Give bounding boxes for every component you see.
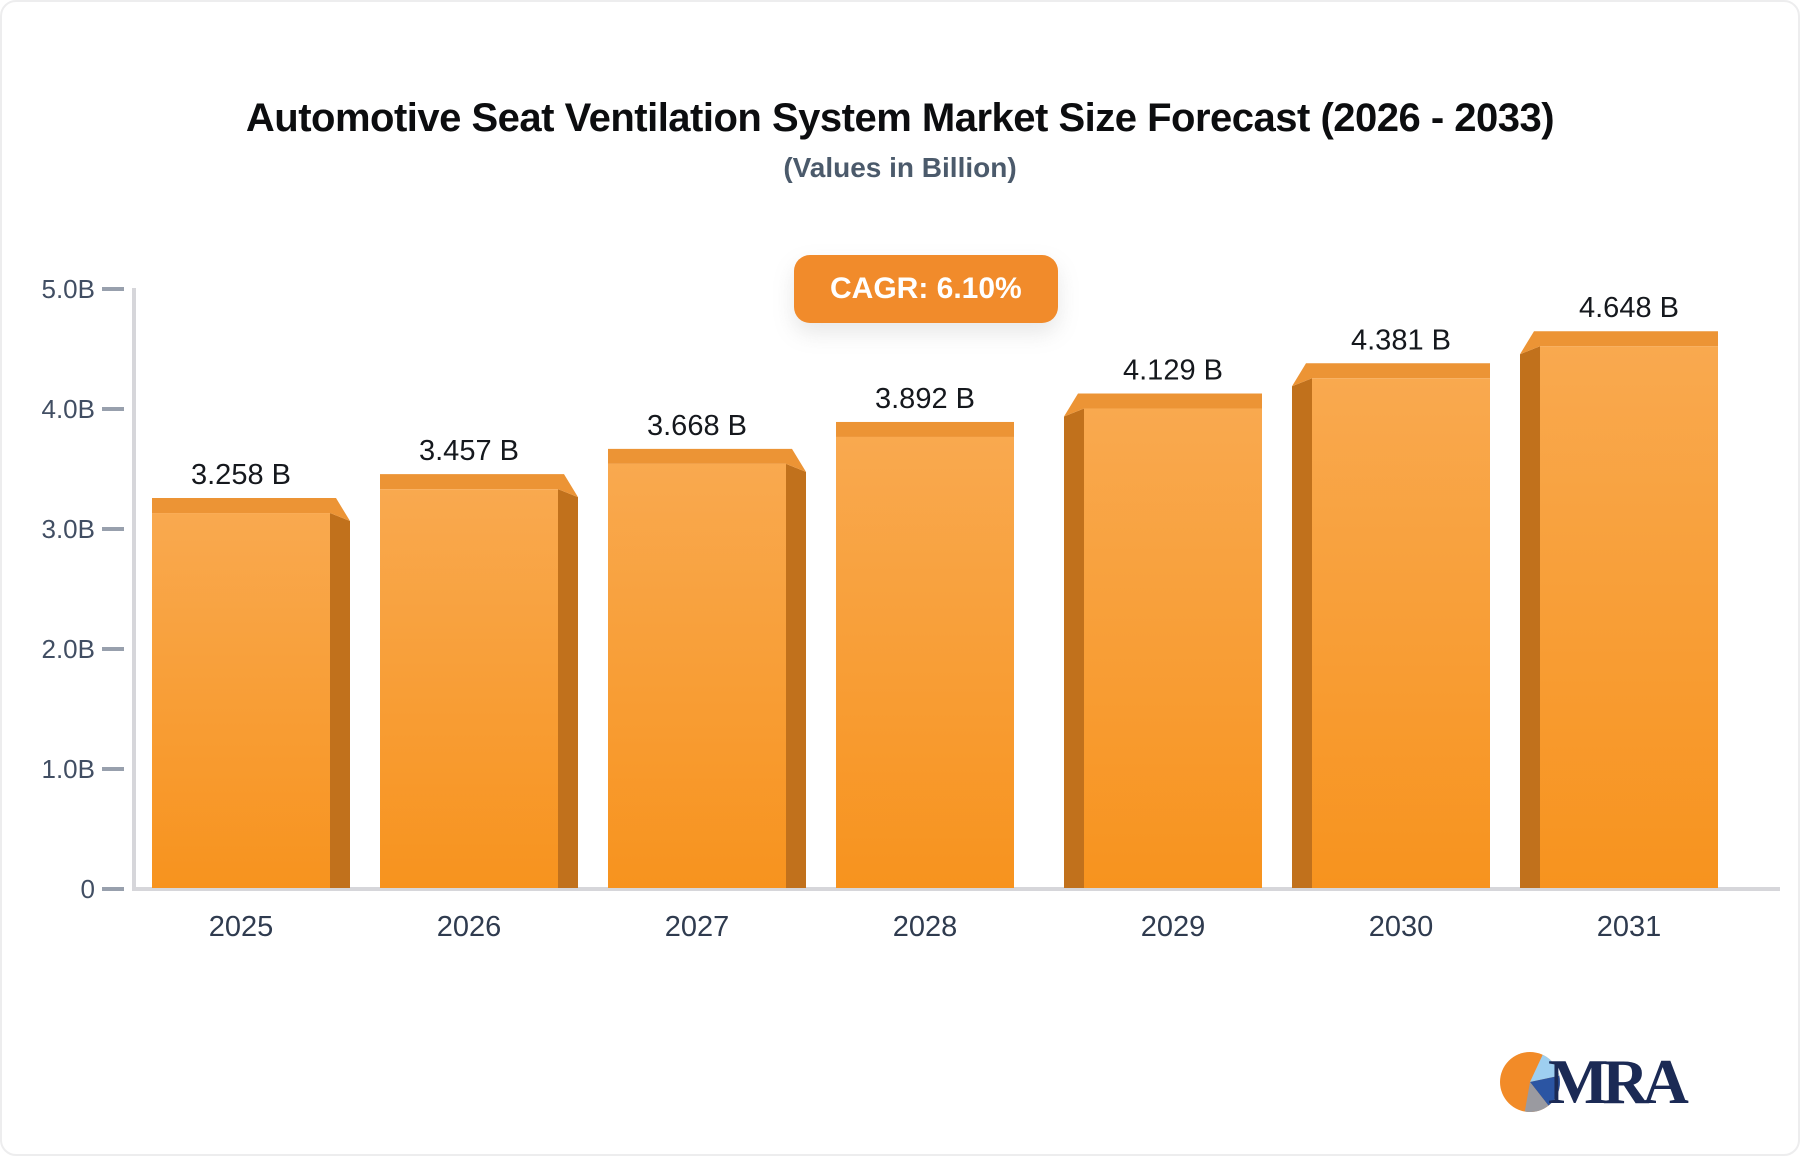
x-axis-label-2029: 2029 xyxy=(1141,911,1206,943)
bar-value-label-2029: 4.129 B xyxy=(1123,355,1223,387)
bar-2028 xyxy=(836,436,1014,888)
y-tick-2.0B xyxy=(102,647,124,651)
y-tick-label-3.0B: 3.0B xyxy=(42,514,96,544)
brand-logo: MRA xyxy=(1500,1044,1689,1120)
bar-2030 xyxy=(1312,378,1490,888)
y-tick-label-4.0B: 4.0B xyxy=(42,394,96,424)
bar-side-2029 xyxy=(1064,408,1084,888)
bar-cap-2025 xyxy=(152,498,350,522)
y-tick-4.0B xyxy=(102,407,124,411)
cagr-badge: CAGR: 6.10% xyxy=(794,255,1058,323)
bar-cap-2030 xyxy=(1292,363,1490,387)
bar-side-2030 xyxy=(1292,378,1312,888)
bar-side-2031 xyxy=(1520,346,1540,888)
bar-side-2026 xyxy=(558,489,578,888)
cagr-badge-label: CAGR: 6.10% xyxy=(830,272,1022,305)
bar-side-2027 xyxy=(786,463,806,888)
bar-value-label-2027: 3.668 B xyxy=(647,410,747,442)
axis-layer: 5.0B 4.0B 3.0B 2.0B 1.0B 0 xyxy=(42,274,1780,904)
bars-layer xyxy=(152,331,1718,888)
x-axis-label-2027: 2027 xyxy=(665,911,730,943)
y-tick-5.0B xyxy=(102,287,124,291)
bar-side-2025 xyxy=(330,513,350,888)
bar-value-label-2026: 3.457 B xyxy=(419,435,519,467)
chart-subtitle: (Values in Billion) xyxy=(783,152,1017,183)
logo-pie-icon xyxy=(1500,1052,1560,1112)
bar-cap-2026 xyxy=(380,474,578,498)
y-tick-1.0B xyxy=(102,767,124,771)
logo-pie-blue-slice xyxy=(1530,1075,1560,1106)
bar-value-label-2031: 4.648 B xyxy=(1579,292,1679,324)
y-axis-line xyxy=(132,288,136,891)
bar-cap-2028 xyxy=(836,421,1014,437)
bar-value-label-2025: 3.258 B xyxy=(191,459,291,491)
labels-layer: 3.258 B 2025 3.457 B 2026 3.668 B 2027 3.892 B… xyxy=(191,292,1679,943)
bar-2027 xyxy=(608,463,786,888)
x-axis-baseline xyxy=(132,887,1780,891)
bar-cap-2029 xyxy=(1064,393,1262,417)
bar-2031 xyxy=(1540,346,1718,888)
y-tick-label-0: 0 xyxy=(81,874,95,904)
x-axis-label-2025: 2025 xyxy=(209,911,274,943)
bar-cap-2031 xyxy=(1520,331,1718,355)
bar-value-label-2028: 3.892 B xyxy=(875,383,975,415)
x-axis-label-2026: 2026 xyxy=(437,911,502,943)
bar-2025 xyxy=(152,513,330,888)
x-axis-label-2028: 2028 xyxy=(893,911,958,943)
chart-title: Automotive Seat Ventilation System Marke… xyxy=(245,96,1555,140)
bar-2026 xyxy=(380,489,558,888)
y-tick-label-5.0B: 5.0B xyxy=(42,274,96,304)
y-tick-label-2.0B: 2.0B xyxy=(42,634,96,664)
bar-cap-2027 xyxy=(608,448,806,472)
logo-pie-gray-slice xyxy=(1524,1082,1549,1112)
y-tick-0 xyxy=(102,887,124,891)
y-tick-label-1.0B: 1.0B xyxy=(42,754,96,784)
bar-value-label-2030: 4.381 B xyxy=(1351,324,1451,356)
x-axis-label-2031: 2031 xyxy=(1597,911,1662,943)
y-tick-3.0B xyxy=(102,527,124,531)
logo-pie-lightblue-slice xyxy=(1530,1054,1560,1082)
x-axis-label-2030: 2030 xyxy=(1369,911,1434,943)
bar-2029 xyxy=(1084,408,1262,888)
logo-text: MRA xyxy=(1548,1046,1689,1117)
